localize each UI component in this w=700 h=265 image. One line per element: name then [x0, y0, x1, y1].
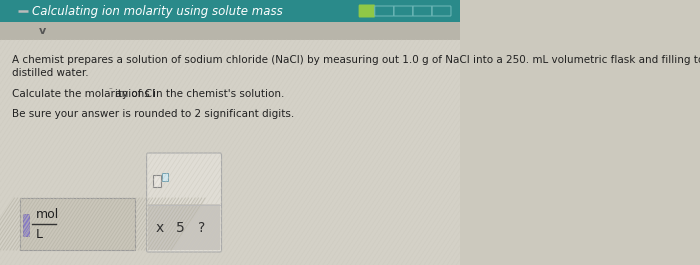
- Text: ⁻: ⁻: [108, 87, 112, 93]
- Bar: [23, 214, 29, 236]
- Text: Be sure your answer is rounded to 2 significant digits.: Be sure your answer is rounded to 2 sign…: [12, 109, 294, 119]
- Text: v: v: [39, 26, 46, 36]
- Text: 5: 5: [176, 220, 186, 235]
- Text: A chemist prepares a solution of sodium chloride (NaCl) by measuring out 1.0 g o: A chemist prepares a solution of sodium …: [12, 55, 700, 65]
- Bar: [20, 198, 135, 250]
- Text: mol: mol: [36, 207, 59, 220]
- Text: ?: ?: [198, 220, 205, 235]
- Bar: [0, 40, 460, 265]
- Bar: [162, 173, 167, 181]
- Text: distilled water.: distilled water.: [12, 68, 88, 78]
- FancyBboxPatch shape: [146, 153, 221, 252]
- FancyBboxPatch shape: [148, 204, 220, 250]
- Bar: [0, 22, 460, 40]
- Text: x: x: [155, 220, 164, 235]
- Text: L: L: [36, 227, 43, 241]
- Bar: [0, 0, 460, 22]
- FancyBboxPatch shape: [358, 5, 375, 17]
- Text: anions in the chemist's solution.: anions in the chemist's solution.: [112, 89, 284, 99]
- Text: Calculate the molarity of Cl: Calculate the molarity of Cl: [12, 89, 155, 99]
- Text: Calculating ion molarity using solute mass: Calculating ion molarity using solute ma…: [32, 5, 282, 17]
- Bar: [153, 175, 161, 187]
